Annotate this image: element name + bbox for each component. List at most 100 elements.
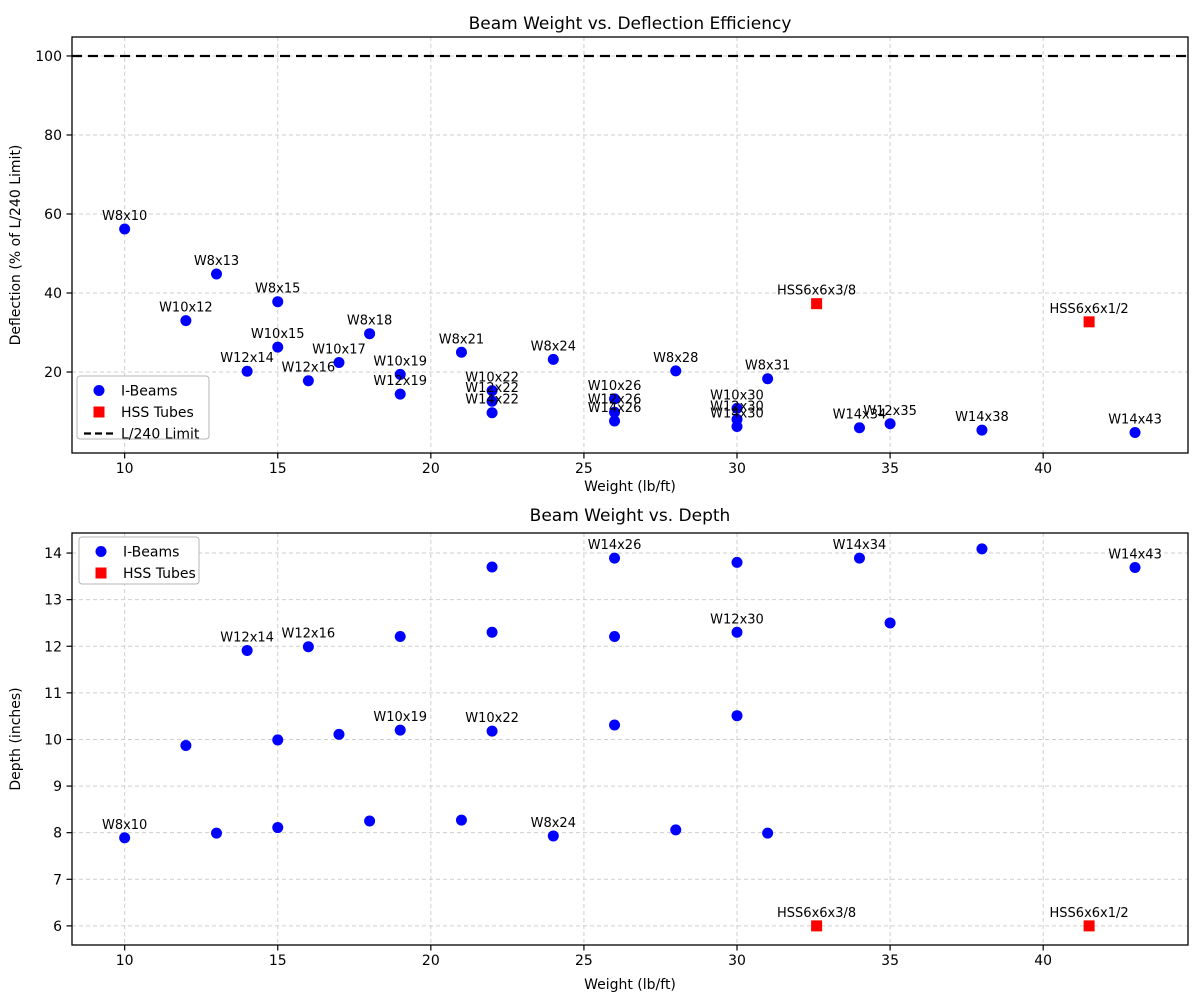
y-tick-label: 8 — [53, 826, 62, 842]
point-label-W14x26: W14x26 — [588, 538, 642, 553]
data-point-W14x22 — [486, 407, 498, 419]
data-point-W14x43 — [1129, 426, 1141, 438]
data-point-W10x17 — [333, 728, 345, 740]
data-point-HSS6x6x3/8 — [811, 920, 823, 932]
data-point-W8x31 — [762, 373, 774, 385]
point-label-W12x22: W12x22 — [465, 381, 519, 396]
point-label-W8x28: W8x28 — [653, 351, 698, 366]
data-point-W14x26 — [609, 415, 621, 427]
data-point-W12x16 — [302, 641, 314, 653]
point-label-HSS6x6x3/8: HSS6x6x3/8 — [777, 284, 856, 299]
y-axis-label: Deflection (% of L/240 Limit) — [8, 145, 24, 346]
point-label-W14x34: W14x34 — [833, 538, 887, 553]
data-point-W8x13 — [211, 268, 223, 280]
x-axis-label: Weight (lb/ft) — [584, 977, 676, 993]
data-point-W8x21 — [455, 346, 467, 358]
data-point-W8x28 — [670, 365, 682, 377]
point-label-W8x24: W8x24 — [531, 339, 576, 354]
x-tick-label: 35 — [881, 953, 899, 969]
data-point-W12x19 — [394, 388, 406, 400]
data-point-W8x10 — [119, 223, 131, 235]
point-label-W8x13: W8x13 — [194, 254, 239, 269]
x-tick-label: 25 — [575, 461, 593, 477]
data-point-HSS6x6x3/8 — [811, 298, 823, 310]
data-point-W8x24 — [547, 353, 559, 365]
data-point-W12x26 — [609, 630, 621, 642]
data-point-W10x17 — [333, 357, 345, 369]
legend-marker-circle — [95, 546, 107, 557]
legend-box — [76, 375, 210, 440]
point-label-W10x22: W10x22 — [465, 371, 519, 386]
x-tick-label: 40 — [1034, 461, 1052, 477]
point-label-W12x30: W12x30 — [710, 399, 764, 414]
y-tick-label: 100 — [35, 49, 62, 65]
axes-frame — [71, 36, 1189, 454]
point-label-W12x16: W12x16 — [282, 627, 336, 642]
data-point-W8x21 — [455, 814, 467, 826]
data-point-W14x26 — [609, 552, 621, 564]
data-point-W12x35 — [884, 617, 896, 629]
point-label-W8x31: W8x31 — [745, 359, 790, 374]
y-tick-label: 12 — [44, 639, 62, 655]
data-point-W12x14 — [241, 644, 253, 656]
legend-box — [78, 536, 200, 585]
data-point-W12x14 — [241, 365, 253, 377]
point-label-HSS6x6x1/2: HSS6x6x1/2 — [1050, 906, 1129, 921]
point-label-W8x18: W8x18 — [347, 314, 392, 329]
data-point-W10x26 — [609, 393, 621, 405]
legend-marker-square — [95, 567, 107, 579]
point-label-W10x30: W10x30 — [710, 388, 764, 403]
data-point-W10x15 — [272, 734, 284, 746]
point-label-HSS6x6x1/2: HSS6x6x1/2 — [1050, 302, 1129, 317]
data-point-W14x34 — [853, 422, 865, 434]
point-label-W14x30: W14x30 — [710, 407, 764, 422]
y-tick-label: 80 — [44, 128, 62, 144]
data-point-W10x30 — [731, 402, 743, 414]
x-tick-label: 10 — [116, 953, 134, 969]
point-label-W8x10: W8x10 — [102, 209, 147, 224]
point-label-W12x26: W12x26 — [588, 392, 642, 407]
data-point-W10x30 — [731, 710, 743, 722]
data-point-W14x34 — [853, 552, 865, 564]
point-label-W10x15: W10x15 — [251, 327, 305, 342]
point-label-W8x24: W8x24 — [531, 816, 576, 831]
point-label-W12x14: W12x14 — [220, 630, 274, 645]
data-point-W12x22 — [486, 395, 498, 407]
x-tick-label: 25 — [575, 953, 593, 969]
y-tick-label: 11 — [44, 686, 62, 702]
point-label-W12x19: W12x19 — [373, 374, 427, 389]
data-point-W10x19 — [394, 724, 406, 736]
data-point-W14x43 — [1129, 561, 1141, 573]
y-tick-label: 10 — [44, 732, 62, 748]
data-point-W10x26 — [609, 719, 621, 731]
data-point-W12x16 — [302, 375, 314, 387]
point-label-W10x17: W10x17 — [312, 343, 366, 358]
point-label-W10x26: W10x26 — [588, 379, 642, 394]
data-point-W10x22 — [486, 385, 498, 397]
chart-title: Beam Weight vs. Depth — [530, 506, 731, 526]
data-point-W10x15 — [272, 341, 284, 353]
x-tick-label: 20 — [422, 461, 440, 477]
y-axis-label: Depth (inches) — [8, 687, 24, 790]
point-label-W12x30: W12x30 — [710, 612, 764, 627]
data-point-HSS6x6x1/2 — [1083, 920, 1095, 932]
legend-marker-square — [93, 406, 105, 418]
point-label-W12x16: W12x16 — [282, 361, 336, 376]
data-point-W10x22 — [486, 725, 498, 737]
point-label-W14x43: W14x43 — [1108, 547, 1162, 562]
legend-marker-circle — [93, 385, 105, 396]
x-tick-label: 30 — [728, 953, 746, 969]
data-point-HSS6x6x1/2 — [1083, 316, 1095, 328]
data-point-W10x12 — [180, 740, 192, 752]
x-tick-label: 40 — [1034, 953, 1052, 969]
data-point-W12x19 — [394, 630, 406, 642]
point-label-W12x14: W12x14 — [220, 351, 274, 366]
point-label-W10x19: W10x19 — [373, 710, 427, 725]
y-tick-label: 6 — [53, 919, 62, 935]
point-label-W12x35: W12x35 — [863, 404, 917, 419]
data-point-W8x28 — [670, 824, 682, 836]
x-tick-label: 15 — [269, 461, 287, 477]
x-tick-label: 35 — [881, 461, 899, 477]
